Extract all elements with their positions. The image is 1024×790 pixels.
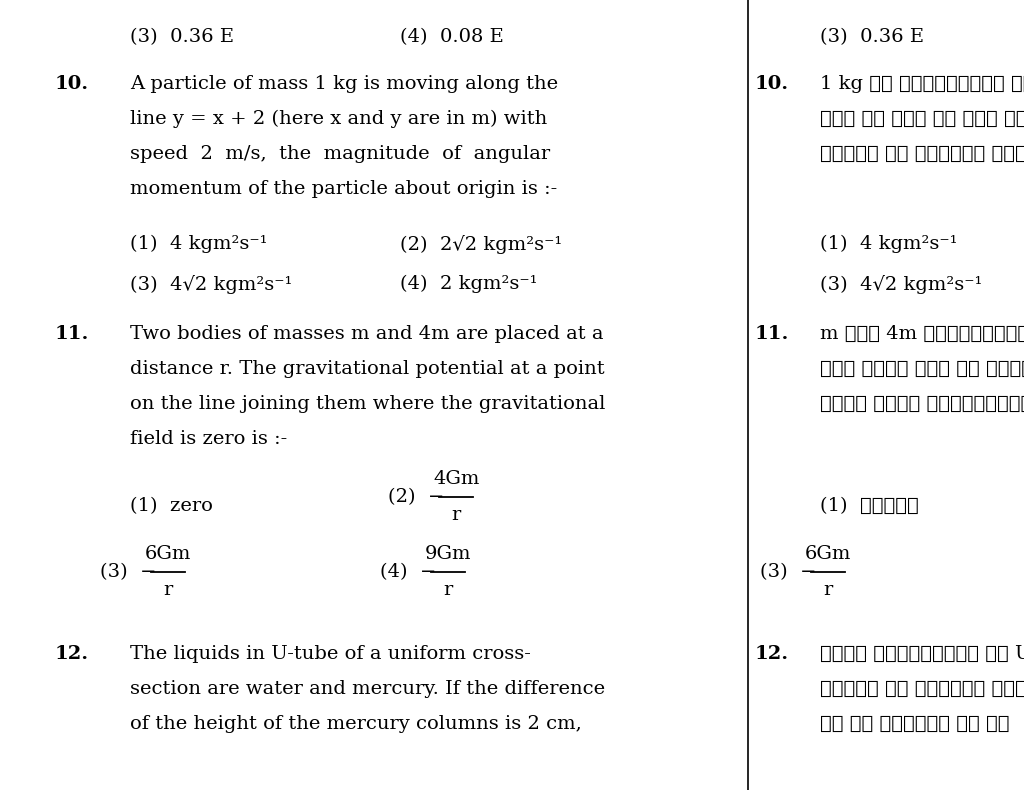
Text: of the height of the mercury columns is 2 cm,: of the height of the mercury columns is … [130,715,582,733]
Text: (3)  4√2 kgm²s⁻¹: (3) 4√2 kgm²s⁻¹ [130,275,293,294]
Text: (3)  −: (3) − [760,563,816,581]
Text: 11.: 11. [55,325,89,343]
Text: 9Gm: 9Gm [425,545,472,563]
Text: रे वत जलवायु की इँ: रे वत जलवायु की इँ [820,715,1010,733]
Text: field is zero is :-: field is zero is :- [130,430,288,448]
Text: (4)  0.08 E: (4) 0.08 E [400,28,504,46]
Text: (3)  0.36 E: (3) 0.36 E [820,28,924,46]
Text: चाल से गति कर रहा है: चाल से गति कर रहा है [820,110,1024,128]
Text: momentum of the particle about origin is :-: momentum of the particle about origin is… [130,180,557,198]
Text: 12.: 12. [55,645,89,663]
Text: (2)  2√2 kgm²s⁻¹: (2) 2√2 kgm²s⁻¹ [400,235,562,254]
Text: (4)  2 kgm²s⁻¹: (4) 2 kgm²s⁻¹ [400,275,538,293]
Text: r: r [452,506,461,524]
Text: section are water and mercury. If the difference: section are water and mercury. If the di… [130,680,605,698]
Text: distance r. The gravitational potential at a point: distance r. The gravitational potential … [130,360,604,378]
Text: 6Gm: 6Gm [805,545,852,563]
Text: विभव जहाँ गुरूत्वीय क्षेत्र: विभव जहाँ गुरूत्वीय क्षेत्र [820,395,1024,413]
Text: रखा जाता है। उन दोनों: रखा जाता है। उन दोनों [820,360,1024,378]
Text: (1)  zero: (1) zero [130,497,213,515]
Text: संवेग का परिमाण होगा।: संवेग का परिमाण होगा। [820,145,1024,163]
Text: (3)  4√2 kgm²s⁻¹: (3) 4√2 kgm²s⁻¹ [820,275,982,294]
Text: (1)  4 kgm²s⁻¹: (1) 4 kgm²s⁻¹ [130,235,267,254]
Text: 4Gm: 4Gm [433,470,479,488]
Text: m तथा 4m द्रव्यमान की: m तथा 4m द्रव्यमान की [820,325,1024,343]
Text: चित्र के अनुसार भरे है। y: चित्र के अनुसार भरे है। y [820,680,1024,698]
Text: 1 kg का द्रव्यमान रेखा y: 1 kg का द्रव्यमान रेखा y [820,75,1024,93]
Text: (1)  4 kgm²s⁻¹: (1) 4 kgm²s⁻¹ [820,235,957,254]
Text: 10.: 10. [755,75,790,93]
Text: r: r [164,581,173,599]
Text: (2)  −: (2) − [388,488,444,506]
Text: line y = x + 2 (here x and y are in m) with: line y = x + 2 (here x and y are in m) w… [130,110,547,128]
Text: 10.: 10. [55,75,89,93]
Text: A particle of mass 1 kg is moving along the: A particle of mass 1 kg is moving along … [130,75,558,93]
Text: The liquids in U-tube of a uniform cross-: The liquids in U-tube of a uniform cross… [130,645,530,663]
Text: on the line joining them where the gravitational: on the line joining them where the gravi… [130,395,605,413]
Text: Two bodies of masses m and 4m are placed at a: Two bodies of masses m and 4m are placed… [130,325,603,343]
Text: (3)  −: (3) − [100,563,157,581]
Text: r: r [443,581,453,599]
Text: समान अनुप्रस्थ की U-: समान अनुप्रस्थ की U- [820,645,1024,663]
Text: (3)  0.36 E: (3) 0.36 E [130,28,234,46]
Text: (4)  −: (4) − [380,563,436,581]
Text: r: r [823,581,834,599]
Text: 12.: 12. [755,645,790,663]
Text: (1)  शून्य: (1) शून्य [820,497,919,515]
Text: speed  2  m/s,  the  magnitude  of  angular: speed 2 m/s, the magnitude of angular [130,145,550,163]
Text: 11.: 11. [755,325,790,343]
Text: 6Gm: 6Gm [145,545,191,563]
